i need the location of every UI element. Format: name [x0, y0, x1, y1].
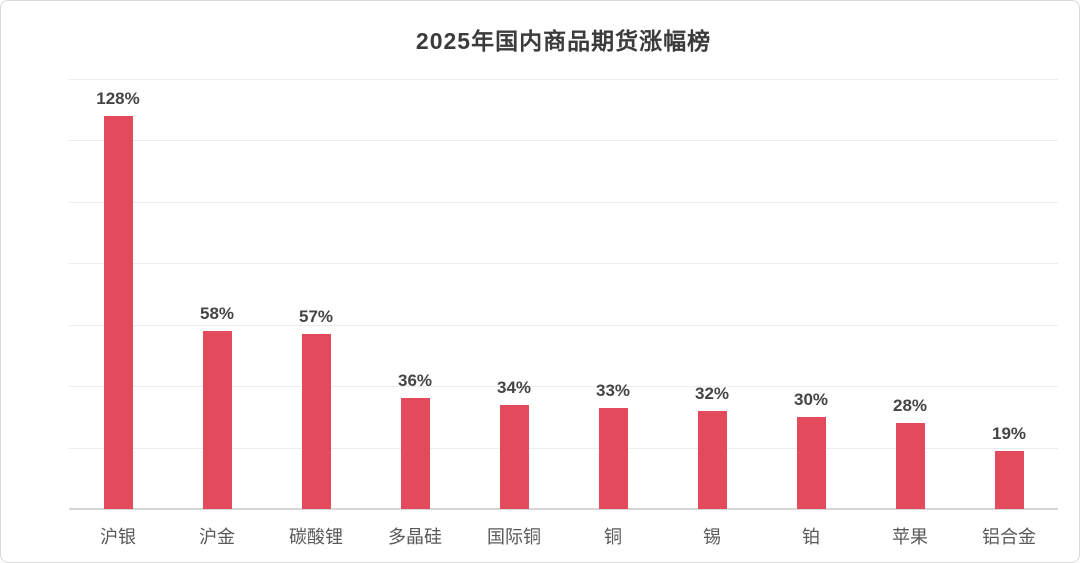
bar-value-label: 33%	[595, 380, 631, 400]
x-axis-category-label: 碳酸锂	[289, 527, 343, 547]
gridline	[69, 140, 1058, 142]
gridline	[69, 263, 1058, 265]
x-axis-category-label: 国际铜	[487, 527, 541, 547]
gridline	[69, 201, 1058, 203]
x-axis-category-label: 锡	[703, 527, 721, 547]
bar-多晶硅	[400, 398, 430, 509]
x-axis-category-label: 铝合金	[982, 527, 1036, 547]
bar-value-label: 19%	[991, 423, 1027, 443]
bar-沪金	[202, 330, 232, 509]
x-axis-category-label: 铜	[604, 527, 622, 547]
x-axis-line	[69, 508, 1058, 510]
bar-铂	[796, 416, 826, 509]
x-axis-category-label: 苹果	[892, 527, 928, 547]
x-axis-category-label: 沪金	[199, 527, 235, 547]
chart-title: 2025年国内商品期货涨幅榜	[415, 28, 712, 54]
bar-value-label: 34%	[496, 377, 532, 397]
bar-沪银	[103, 115, 133, 509]
bar-碳酸锂	[301, 333, 331, 509]
x-axis-category-label: 多晶硅	[388, 527, 442, 547]
bar-value-label: 36%	[397, 371, 433, 391]
bar-value-label: 32%	[694, 383, 730, 403]
bar-value-label: 57%	[298, 306, 334, 326]
bar-苹果	[895, 423, 925, 509]
gridline	[69, 386, 1058, 388]
bar-value-label: 128%	[96, 88, 140, 108]
bar-value-label: 58%	[199, 303, 235, 323]
gridline	[69, 79, 1058, 80]
bar-铜	[598, 407, 628, 509]
gridline	[69, 447, 1058, 449]
bar-value-label: 28%	[892, 396, 928, 415]
x-axis-category-label: 铂	[802, 527, 820, 547]
bar-国际铜	[499, 404, 529, 509]
bar-value-label: 30%	[793, 389, 829, 409]
bar-锡	[697, 410, 727, 509]
gridline	[69, 324, 1058, 326]
bar-铝合金	[994, 450, 1024, 509]
x-axis-category-label: 沪银	[100, 527, 136, 547]
